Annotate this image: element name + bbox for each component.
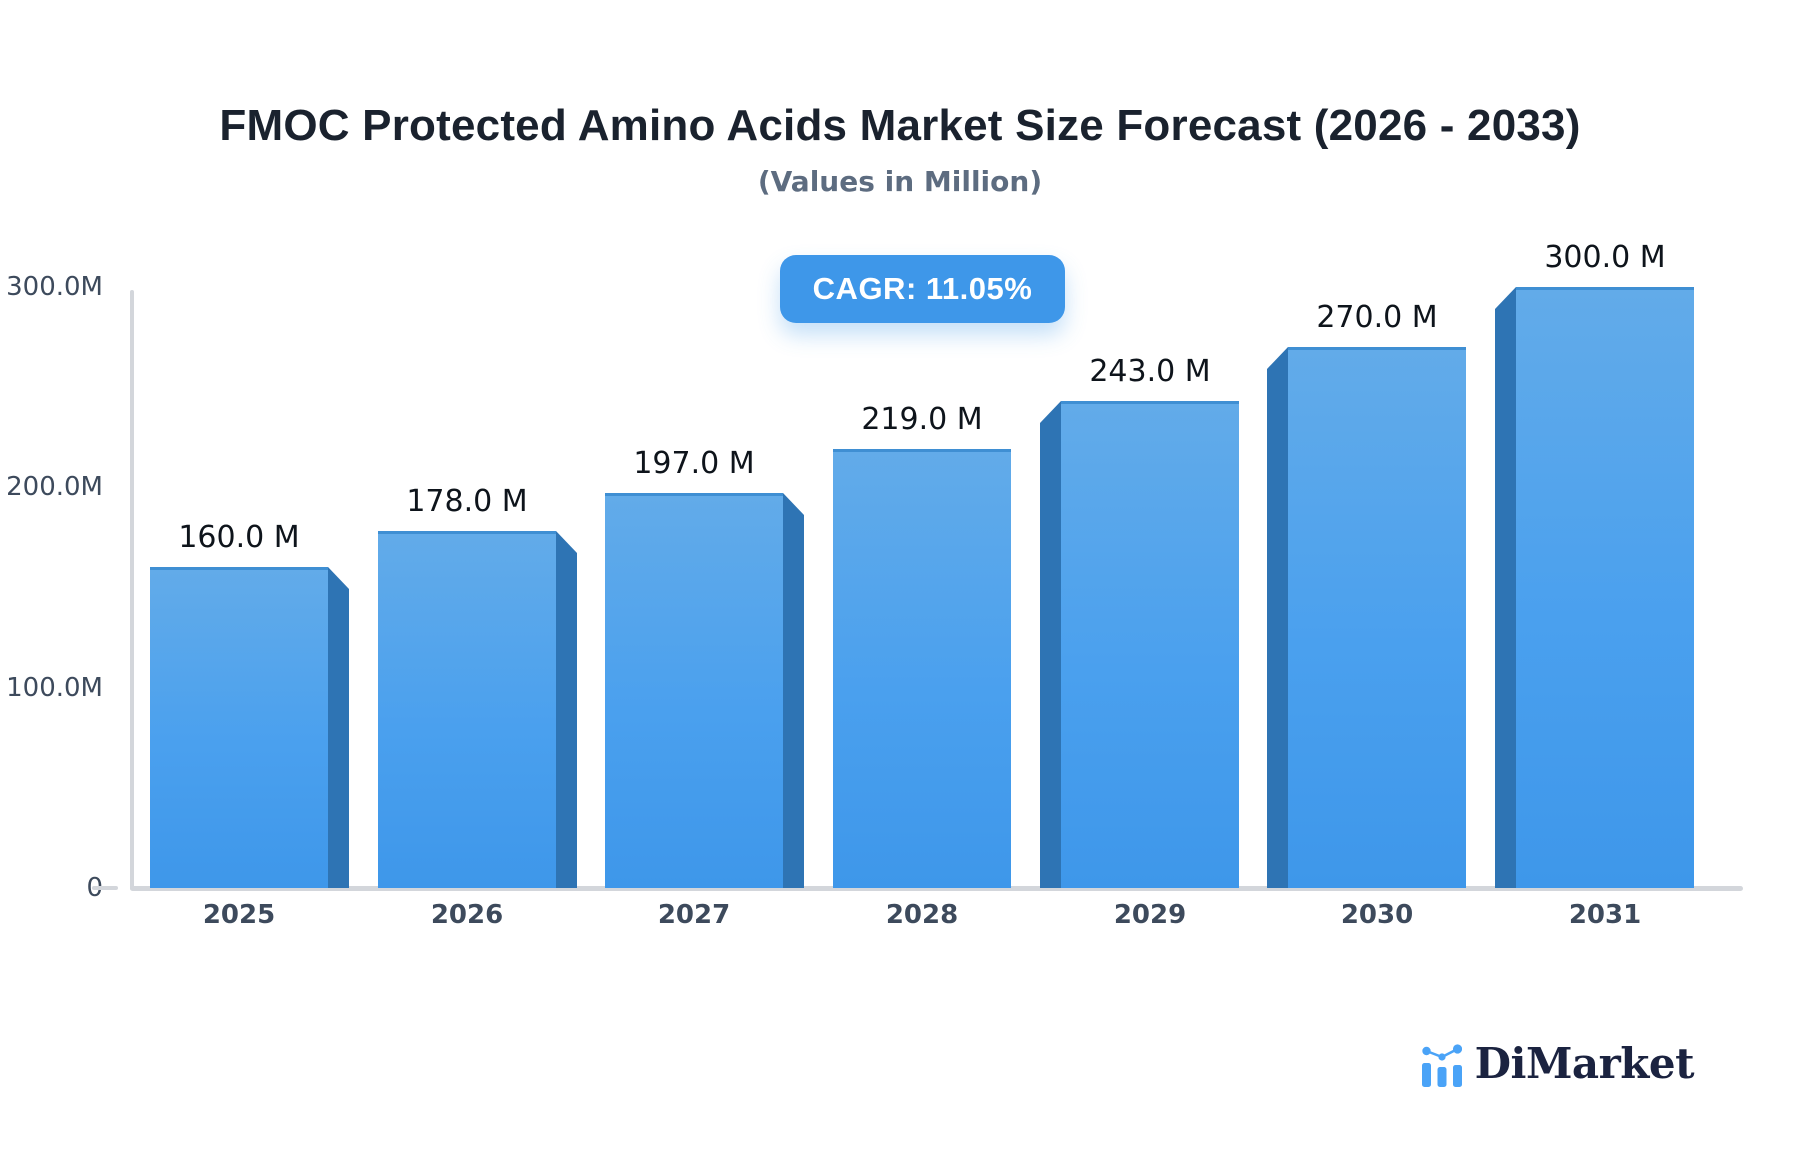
bar-2031 <box>1516 287 1694 888</box>
y-axis-label: 300.0M <box>6 272 103 302</box>
bar-3d-side <box>1495 287 1516 888</box>
zero-tick-mark <box>92 886 118 890</box>
cagr-badge: CAGR: 11.05% <box>780 255 1065 323</box>
bar-value-label: 219.0 M <box>861 402 983 437</box>
bar-3d-side <box>783 493 804 888</box>
x-axis-line <box>130 886 1743 891</box>
y-axis-label: 0 <box>0 872 103 904</box>
bar-value-label: 270.0 M <box>1316 300 1438 335</box>
bar-2030 <box>1288 347 1466 888</box>
chart-subtitle: (Values in Million) <box>757 165 1043 198</box>
bar-value-label: 243.0 M <box>1089 354 1211 389</box>
x-axis-label: 2026 <box>430 900 504 930</box>
bar-2028 <box>833 449 1011 888</box>
bar-2027 <box>605 493 783 888</box>
x-axis-label: 2029 <box>1113 900 1187 930</box>
bar-value-label: 300.0 M <box>1544 240 1666 275</box>
bar-2025 <box>150 567 328 888</box>
bar-2029 <box>1061 401 1239 888</box>
bar-3d-side <box>1040 401 1061 888</box>
brand-logo-icon <box>1421 1044 1462 1087</box>
bar-3d-side <box>328 567 349 888</box>
bar-3d-side <box>1267 347 1288 888</box>
chart-title: FMOC Protected Amino Acids Market Size F… <box>219 101 1581 150</box>
bar-2026 <box>378 531 556 888</box>
x-axis-label: 2025 <box>202 900 276 930</box>
y-axis-label: 100.0M <box>6 672 103 703</box>
brand-logo-text: DiMarket <box>1474 1039 1695 1088</box>
brand-logo: DiMarket <box>1421 1036 1695 1092</box>
x-axis-label: 2030 <box>1340 900 1414 930</box>
x-axis-label: 2028 <box>885 900 959 930</box>
x-axis-label: 2027 <box>657 900 731 930</box>
bar-value-label: 160.0 M <box>178 520 300 555</box>
y-axis-label: 200.0M <box>6 472 103 503</box>
bar-3d-side <box>556 531 577 888</box>
x-axis-label: 2031 <box>1568 900 1642 930</box>
bar-value-label: 178.0 M <box>406 484 528 519</box>
bar-value-label: 197.0 M <box>633 446 755 481</box>
y-axis-line <box>130 290 134 890</box>
